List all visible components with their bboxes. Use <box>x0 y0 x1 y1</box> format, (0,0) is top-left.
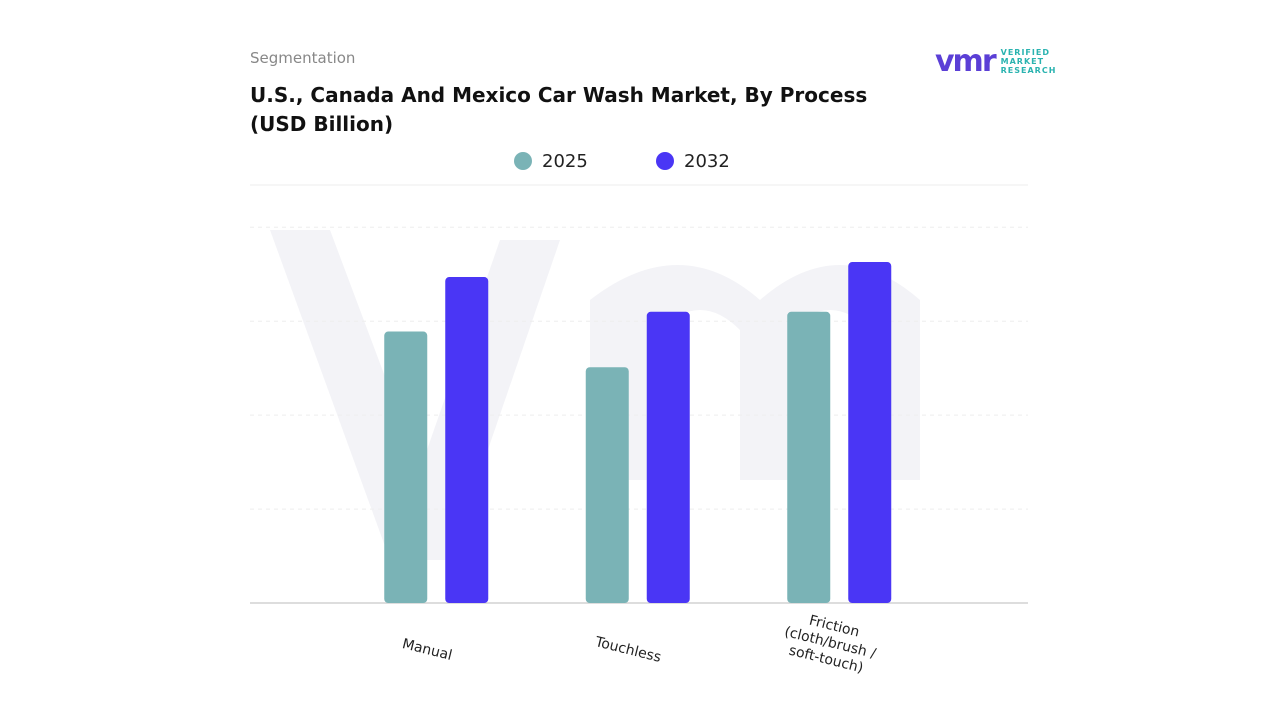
legend-label: 2032 <box>684 151 730 172</box>
bar <box>445 277 489 603</box>
logo-mark: vmr <box>935 44 997 79</box>
bar <box>585 367 629 603</box>
section-label: Segmentation <box>250 49 356 67</box>
logo-text: VERIFIED MARKET RESEARCH <box>1001 48 1057 75</box>
chart-title: U.S., Canada And Mexico Car Wash Market,… <box>250 83 868 136</box>
legend-label: 2025 <box>542 151 588 172</box>
logo-line: MARKET <box>1000 57 1045 66</box>
bar <box>848 262 892 603</box>
bar <box>384 331 428 603</box>
bar <box>787 311 831 603</box>
logo: vmr VERIFIED MARKET RESEARCH <box>935 44 1056 79</box>
logo-line: RESEARCH <box>1000 66 1057 75</box>
bar <box>646 311 690 603</box>
legend-swatch <box>514 152 532 170</box>
logo-line: VERIFIED <box>1000 48 1050 57</box>
legend-swatch <box>656 152 674 170</box>
